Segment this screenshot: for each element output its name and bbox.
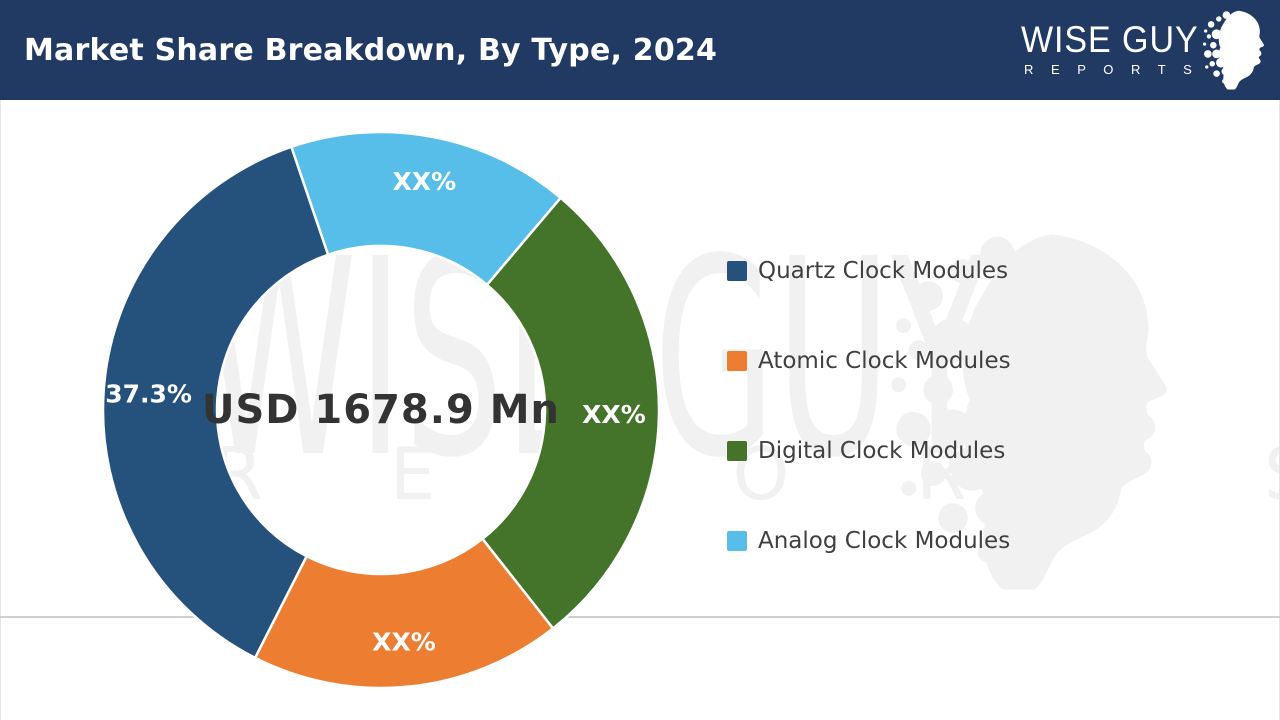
slice-analog-clock-modules xyxy=(290,130,562,287)
legend-item-analog-clock-modules: Analog Clock Modules xyxy=(727,526,1011,556)
wise-guy-logo: WISE GUY R E P O R T S xyxy=(1021,8,1266,90)
page-title: Market Share Breakdown, By Type, 2024 xyxy=(24,32,718,68)
legend-label-4: Analog Clock Modules xyxy=(758,528,1011,554)
slice-label-atomic-clock-modules: XX% xyxy=(372,628,436,657)
logo-text-block: WISE GUY R E P O R T S xyxy=(1021,21,1214,77)
legend-item-atomic-clock-modules: Atomic Clock Modules xyxy=(727,346,1011,376)
legend-swatch-2 xyxy=(727,351,747,371)
donut-chart: 37.3% XX% XX% XX% xyxy=(101,130,661,690)
slice-label-quartz-clock-modules: 37.3% xyxy=(105,379,192,408)
slice-digital-clock-modules xyxy=(481,196,661,630)
face-profile-icon xyxy=(1202,10,1264,90)
legend-swatch-1 xyxy=(727,261,747,281)
legend-item-quartz-clock-modules: Quartz Clock Modules xyxy=(727,256,1011,286)
legend-swatch-4 xyxy=(727,531,747,551)
slice-quartz-clock-modules xyxy=(101,145,330,660)
legend-item-digital-clock-modules: Digital Clock Modules xyxy=(727,436,1011,466)
slice-label-digital-clock-modules: XX% xyxy=(582,400,646,429)
chart-area: WISE GUY R E P O R T S 37.3% XX% XX% XX% US… xyxy=(0,100,1280,720)
bottom-border-line xyxy=(0,616,1280,618)
slice-atomic-clock-modules xyxy=(253,537,555,690)
legend-label-1: Quartz Clock Modules xyxy=(758,258,1009,284)
header-bar: Market Share Breakdown, By Type, 2024 WI… xyxy=(0,0,1280,100)
legend-label-3: Digital Clock Modules xyxy=(758,438,1006,464)
logo-wordmark: WISE GUY xyxy=(1020,19,1199,60)
chart-legend: Quartz Clock Modules Atomic Clock Modules… xyxy=(727,256,1011,616)
legend-label-2: Atomic Clock Modules xyxy=(758,348,1011,374)
chart-center-value: USD 1678.9 Mn xyxy=(202,387,560,433)
logo-subtitle: R E P O R T S xyxy=(1023,62,1199,77)
legend-swatch-3 xyxy=(727,441,747,461)
slice-label-analog-clock-modules: XX% xyxy=(393,167,457,196)
